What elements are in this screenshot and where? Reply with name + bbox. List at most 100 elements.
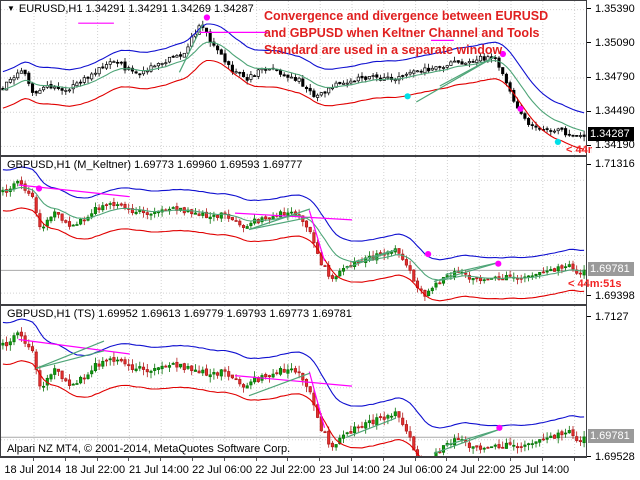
signal-dot xyxy=(495,260,502,267)
time-axis-tick xyxy=(382,458,384,461)
trend-segment[interactable] xyxy=(433,428,500,454)
signal-dot xyxy=(425,251,432,258)
time-axis-tick xyxy=(255,458,257,461)
y-axis-label: 1.34190 xyxy=(595,139,635,152)
grid-lines xyxy=(1,306,586,456)
time-axis-tick xyxy=(446,458,448,461)
trend-segment[interactable] xyxy=(345,249,397,269)
time-axis-label: 22 Jul 22:00 xyxy=(255,464,316,476)
panel-title-gbpusd-ts: GBPUSD,H1 (TS) 1.69952 1.69613 1.69779 1… xyxy=(7,308,352,320)
copyright-text: Alpari NZ MT4, © 2001-2014, MetaQuotes S… xyxy=(7,443,291,455)
current-price-tag: 1.69781 xyxy=(588,262,634,277)
lower-band-line xyxy=(2,360,421,456)
trend-segment[interactable] xyxy=(308,210,326,262)
candle-countdown-timer-eurusd: < 44m:51s xyxy=(566,144,592,156)
y-axis-label: 1.34790 xyxy=(595,71,635,83)
gbpusd-mkeltner-candlestick-chart[interactable] xyxy=(1,157,586,304)
y-axis-tick xyxy=(587,295,591,297)
chart-panel-eurusd: ▼ EURUSD,H1 1.34291 1.34291 1.34269 1.342… xyxy=(0,0,587,156)
annotation-line-2: and GBPUSD when Keltner Channel and Tool… xyxy=(264,26,540,40)
time-axis-tick xyxy=(128,458,130,461)
y-axis-tick xyxy=(587,316,591,318)
panel-header-eurusd: ▼ EURUSD,H1 1.34291 1.34291 1.34269 1.342… xyxy=(7,3,254,15)
y-axis-tick xyxy=(587,76,591,78)
time-axis-label: 22 Jul 06:00 xyxy=(192,464,253,476)
time-axis-tick xyxy=(573,458,575,461)
trend-segment[interactable] xyxy=(18,184,130,198)
y-axis-tick xyxy=(587,42,591,44)
trend-segment[interactable] xyxy=(445,261,500,276)
time-axis-tick xyxy=(510,458,511,461)
panel-title-gbpusd-mkeltner: GBPUSD,H1 (M_Keltner) 1.69773 1.69960 1.… xyxy=(7,159,303,171)
eurusd-candlestick-chart[interactable] xyxy=(1,1,586,155)
trend-segment[interactable] xyxy=(178,24,204,73)
lower-band-line xyxy=(2,207,585,302)
signal-dot xyxy=(554,138,562,145)
chart-panel-gbpusd-mkeltner: GBPUSD,H1 (M_Keltner) 1.69773 1.69960 1.… xyxy=(0,156,587,305)
y-axis-tick xyxy=(587,163,591,165)
price-axis[interactable]: 1.35390 1.35090 1.34790 1.34490 1.34190 1.342… xyxy=(587,0,640,480)
chart-annotation-text: Convergence and divergence between EURUS… xyxy=(264,8,548,59)
trend-segment[interactable] xyxy=(248,372,311,397)
y-axis-tick xyxy=(587,110,591,112)
trend-segment[interactable] xyxy=(351,249,397,263)
gbpusd-ts-candlestick-chart[interactable] xyxy=(1,306,586,456)
lower-band-line xyxy=(2,59,585,150)
trend-segment[interactable] xyxy=(18,338,130,355)
time-axis-label: 24 Jul 22:00 xyxy=(445,464,506,476)
time-axis-tick xyxy=(160,458,162,461)
trend-segment[interactable] xyxy=(234,375,353,387)
trend-segment[interactable] xyxy=(308,371,326,428)
candle-countdown-timer-gbpusd: < 44m:51s xyxy=(568,278,622,290)
trend-segment[interactable] xyxy=(35,350,105,369)
time-axis-label: 21 Jul 14:00 xyxy=(128,464,189,476)
panel-title-eurusd: EURUSD,H1 1.34291 1.34291 1.34269 1.3428… xyxy=(18,3,254,15)
trend-segment[interactable] xyxy=(234,212,353,221)
time-axis-tick xyxy=(351,458,352,461)
current-price-tag: 1.34287 xyxy=(588,127,634,142)
middle-band-line xyxy=(2,186,585,281)
time-axis-tick xyxy=(64,458,66,461)
y-axis-tick xyxy=(587,8,591,10)
time-axis-tick xyxy=(287,458,289,461)
panel-header-gbpusd-ts: GBPUSD,H1 (TS) 1.69952 1.69613 1.69779 1… xyxy=(7,308,352,320)
time-axis-label: 24 Jul 06:00 xyxy=(382,464,443,476)
y-axis-label: 1.69398 xyxy=(595,289,635,302)
time-axis-tick xyxy=(223,458,225,461)
y-axis-label: 1.34490 xyxy=(595,105,635,118)
trend-segment[interactable] xyxy=(248,216,311,231)
time-axis[interactable]: 18 Jul 2014 18 Jul 22:00 21 Jul 14:00 22 Ju… xyxy=(0,457,587,480)
time-axis-tick xyxy=(192,458,193,461)
time-axis-label: 18 Jul 2014 xyxy=(4,464,62,476)
trend-segment[interactable] xyxy=(345,417,397,438)
trend-segment[interactable] xyxy=(248,208,311,231)
symbol-dropdown-icon[interactable]: ▼ xyxy=(7,4,15,13)
time-axis-label: 25 Jul 14:00 xyxy=(509,464,570,476)
y-axis-label: 1.35090 xyxy=(595,36,635,49)
signal-dot xyxy=(203,14,210,21)
y-axis-label: 1.69528 xyxy=(595,450,635,463)
panel-header-gbpusd-mkeltner: GBPUSD,H1 (M_Keltner) 1.69773 1.69960 1.… xyxy=(7,159,302,171)
trend-segment[interactable] xyxy=(35,340,105,369)
time-axis-label: 18 Jul 22:00 xyxy=(65,464,126,476)
signal-dot xyxy=(404,93,411,100)
upper-band-line xyxy=(2,23,585,114)
trend-segment[interactable] xyxy=(433,261,500,282)
time-axis-tick xyxy=(541,458,543,461)
annotation-line-1: Convergence and divergence between EURUS… xyxy=(264,9,549,23)
upper-band-line xyxy=(2,166,585,261)
signal-dot xyxy=(35,185,43,192)
time-axis-tick xyxy=(319,458,321,461)
y-axis-tick xyxy=(587,144,591,146)
time-axis-tick xyxy=(478,458,480,461)
trend-segment[interactable] xyxy=(445,428,500,446)
signal-dot xyxy=(499,50,506,58)
y-axis-tick xyxy=(587,456,591,458)
time-axis-tick xyxy=(96,458,98,461)
current-price-tag: 1.69781 xyxy=(588,429,634,444)
trend-segment[interactable] xyxy=(439,55,496,87)
time-axis-tick xyxy=(33,458,34,461)
time-axis-label: 23 Jul 14:00 xyxy=(319,464,380,476)
y-axis-label: 1.7127 xyxy=(595,310,629,323)
